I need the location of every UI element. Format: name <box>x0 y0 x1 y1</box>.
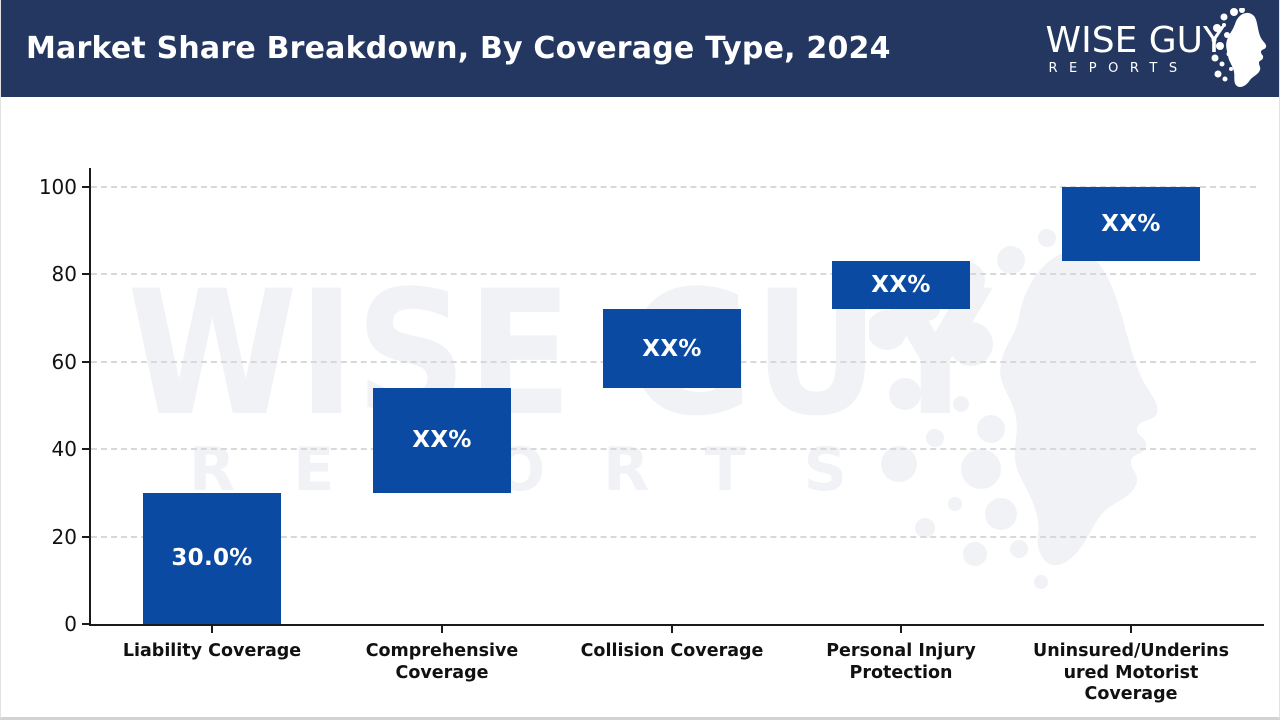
y-tick-label-60: 60 <box>51 349 77 374</box>
category-label-line: Collision Coverage <box>580 641 764 661</box>
category-label-liability-coverage: Liability Coverage <box>92 641 332 663</box>
category-label-line: Comprehensive <box>365 641 519 661</box>
x-tick-collision-coverage <box>671 626 673 633</box>
x-tick-uninsured-underinsured-motorist-coverage <box>1130 626 1132 633</box>
category-label-line: Protection <box>849 662 953 683</box>
y-tick-label-80: 80 <box>51 262 77 287</box>
y-tick-80 <box>82 273 89 276</box>
category-label-line: Liability Coverage <box>122 641 302 661</box>
y-tick-label-100: 100 <box>38 175 77 199</box>
gridline-40 <box>91 448 1256 451</box>
category-label-line: Coverage <box>395 662 489 683</box>
y-tick-40 <box>82 448 89 451</box>
bar-uninsured-underinsured-motorist-coverage: XX% <box>1062 187 1200 262</box>
x-axis-line <box>89 624 1264 626</box>
chart-plot-area: 0 20 40 60 80 100 30.0% Liability Coverage XX% Co… <box>1 97 1279 717</box>
x-tick-liability-coverage <box>211 626 213 633</box>
y-tick-label-0: 0 <box>64 612 77 636</box>
brand-name: WISE GUY <box>1045 19 1226 61</box>
bar-value-label-personal-injury-protection: XX% <box>871 272 931 299</box>
brand-head-icon <box>1211 7 1267 87</box>
bar-value-label-liability-coverage: 30.0% <box>171 545 253 572</box>
bar-comprehensive-coverage: XX% <box>373 388 511 493</box>
y-tick-label-20: 20 <box>51 524 77 549</box>
category-label-line: ured Motorist <box>1063 662 1199 683</box>
bar-value-label-uninsured-underinsured-motorist-coverage: XX% <box>1101 211 1161 238</box>
brand-logo: WISE GUY REPORTS <box>1045 7 1268 90</box>
y-tick-label-40: 40 <box>51 437 77 462</box>
category-label-uninsured-underinsured-motorist-coverage: Uninsured/Underins ured Motorist Coverage <box>1011 641 1251 706</box>
y-tick-60 <box>82 360 89 363</box>
category-label-line: Uninsured/Underins <box>1033 641 1229 661</box>
x-tick-personal-injury-protection <box>900 626 902 633</box>
brand-subtitle: REPORTS <box>1048 60 1189 76</box>
bar-personal-injury-protection: XX% <box>832 261 970 310</box>
bar-liability-coverage: 30.0% <box>143 492 281 624</box>
category-label-line: Personal Injury <box>826 641 976 661</box>
category-label-line: Coverage <box>1084 684 1178 704</box>
gridline-20 <box>91 535 1256 538</box>
category-label-personal-injury-protection: Personal Injury Protection <box>781 641 1021 684</box>
bar-collision-coverage: XX% <box>603 309 741 389</box>
x-tick-comprehensive-coverage <box>441 626 443 633</box>
gridline-100 <box>91 186 1256 188</box>
category-label-collision-coverage: Collision Coverage <box>552 641 792 663</box>
y-axis-line <box>89 168 91 626</box>
bar-value-label-comprehensive-coverage: XX% <box>412 427 472 454</box>
y-tick-20 <box>82 535 89 538</box>
brand-logo-text: WISE GUY REPORTS <box>1045 19 1226 76</box>
y-tick-0 <box>82 623 89 625</box>
gridline-80 <box>91 273 1256 276</box>
category-label-comprehensive-coverage: Comprehensive Coverage <box>322 641 562 684</box>
page-title: Market Share Breakdown, By Coverage Type… <box>26 31 891 66</box>
y-tick-100 <box>82 186 89 188</box>
bar-value-label-collision-coverage: XX% <box>642 335 702 362</box>
header-bar: Market Share Breakdown, By Coverage Type… <box>1 0 1279 97</box>
